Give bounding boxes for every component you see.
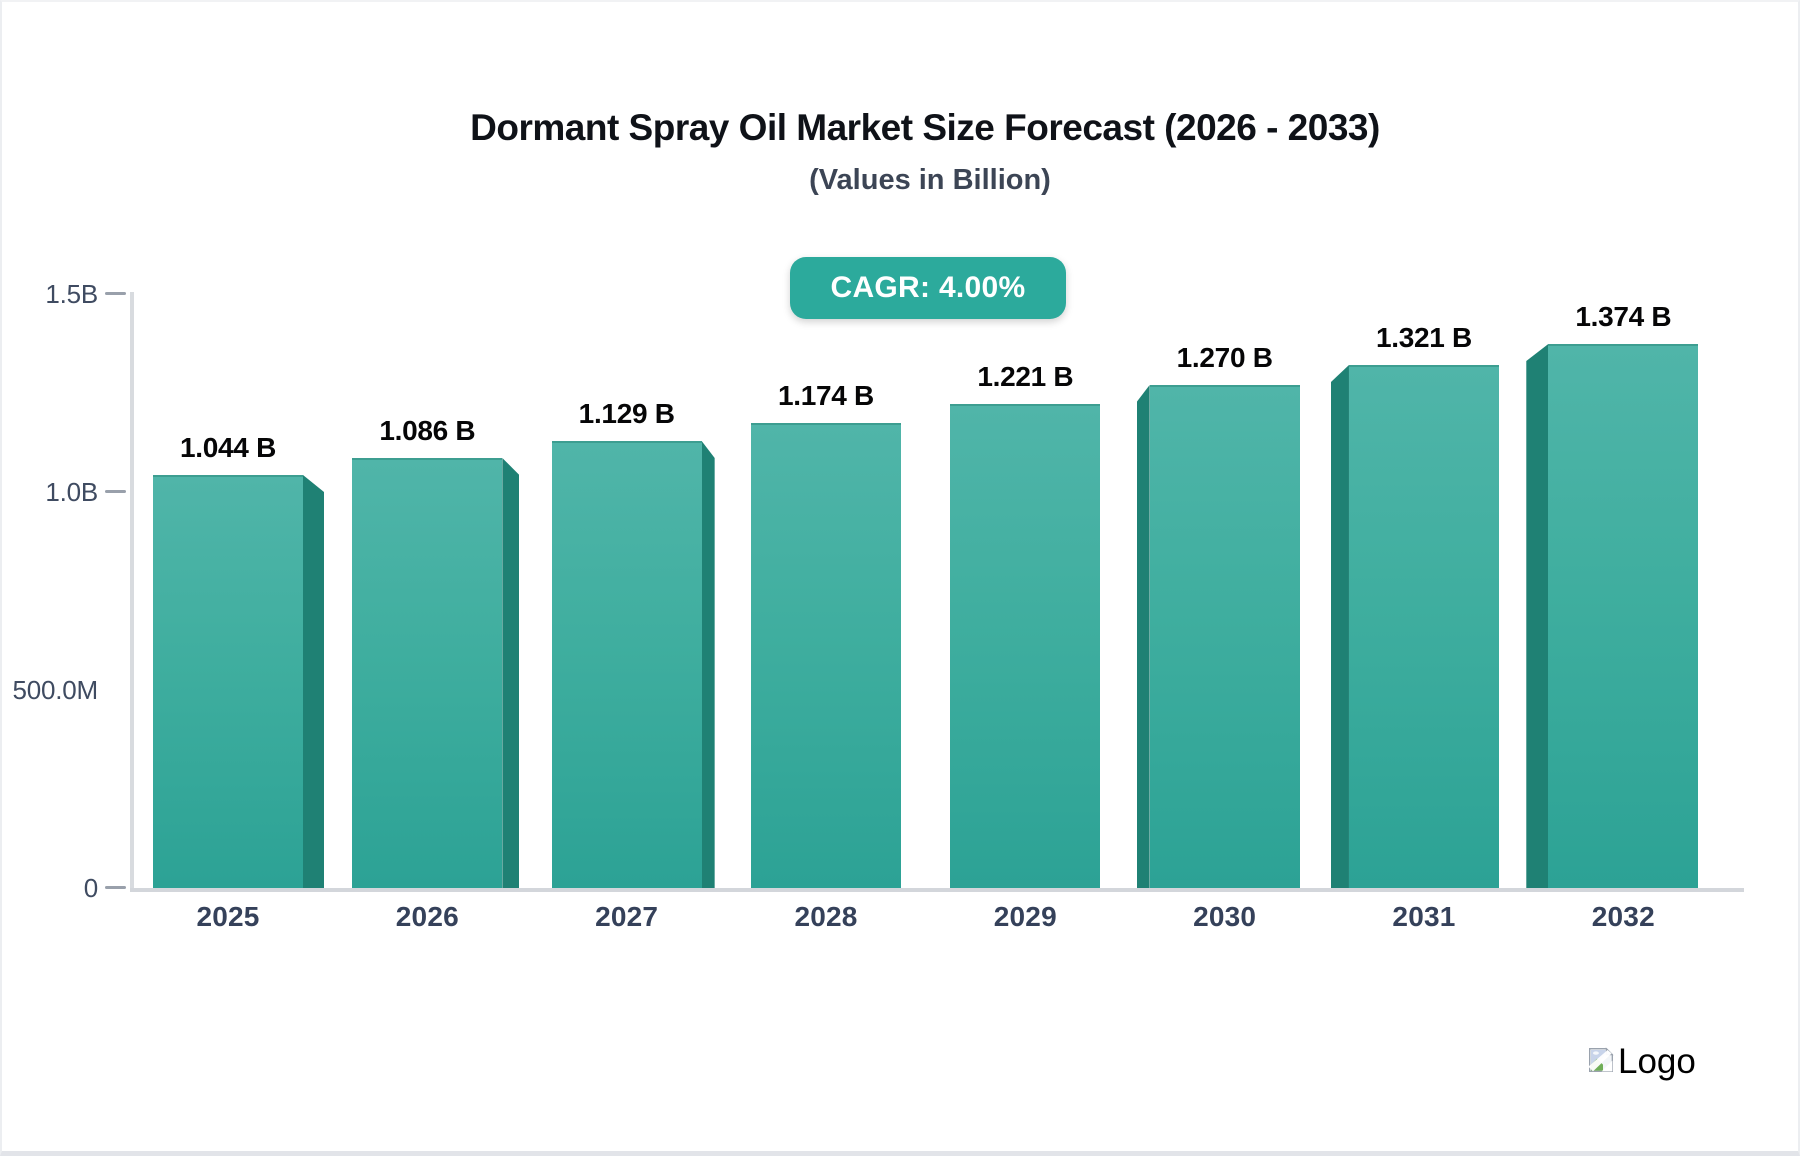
y-axis-tick-label: 0: [83, 873, 98, 903]
cagr-badge-label: CAGR: 4.00%: [830, 271, 1026, 304]
bar-side-face: [1330, 365, 1349, 888]
bar-2031: [1348, 365, 1499, 888]
logo: Logo: [1585, 1042, 1696, 1082]
chart-title: Dormant Spray Oil Market Size Forecast (…: [470, 107, 1380, 148]
x-axis-label: 2032: [1591, 901, 1655, 932]
x-axis-label: 2031: [1392, 901, 1456, 932]
bar-2026: [352, 458, 503, 888]
x-axis-label: 2027: [595, 901, 659, 932]
chart-subtitle: (Values in Billion): [809, 164, 1051, 196]
bar-side-face: [701, 441, 715, 888]
y-axis-tick-mark: [105, 886, 126, 889]
bar-value-label: 1.129 B: [578, 398, 675, 429]
x-axis-line: [130, 888, 1744, 892]
x-axis-label: 2026: [395, 901, 459, 932]
bar-value-label: 1.174 B: [778, 380, 874, 411]
cagr-badge: CAGR: 4.00%: [790, 257, 1066, 319]
x-axis-label: 2030: [1193, 901, 1257, 932]
y-axis-tick-mark: [105, 490, 126, 493]
y-axis-tick-label: 500.0M: [12, 675, 98, 705]
bar-2032: [1548, 344, 1699, 888]
broken-image-icon: [1588, 1047, 1614, 1072]
bar-value-label: 1.221 B: [977, 361, 1074, 392]
bar-value-label: 1.086 B: [379, 415, 476, 446]
y-axis-tick-label: 1.5B: [45, 279, 98, 309]
x-axis-label: 2029: [993, 901, 1057, 932]
bar-2027: [551, 441, 702, 888]
y-axis-tick-label: 1.0B: [45, 477, 98, 507]
bar-value-label: 1.374 B: [1575, 301, 1672, 332]
logo-alt-text: Logo: [1618, 1042, 1696, 1081]
bar-side-face: [1136, 385, 1150, 888]
bar-side-face: [303, 475, 324, 888]
bar-value-label: 1.321 B: [1375, 322, 1472, 353]
bar-value-label: 1.044 B: [180, 432, 276, 463]
y-axis-line: [130, 292, 134, 892]
bar-2025: [153, 475, 303, 888]
bar-side-face: [1526, 344, 1549, 888]
x-axis-label: 2028: [794, 901, 858, 932]
x-axis-label: 2025: [196, 901, 260, 932]
bar-2030: [1149, 385, 1300, 888]
bar-value-label: 1.270 B: [1176, 342, 1273, 373]
bar-2029: [950, 404, 1101, 888]
bar-side-face: [502, 458, 520, 888]
bar-2028: [750, 423, 901, 888]
y-axis-tick-mark: [105, 292, 126, 295]
